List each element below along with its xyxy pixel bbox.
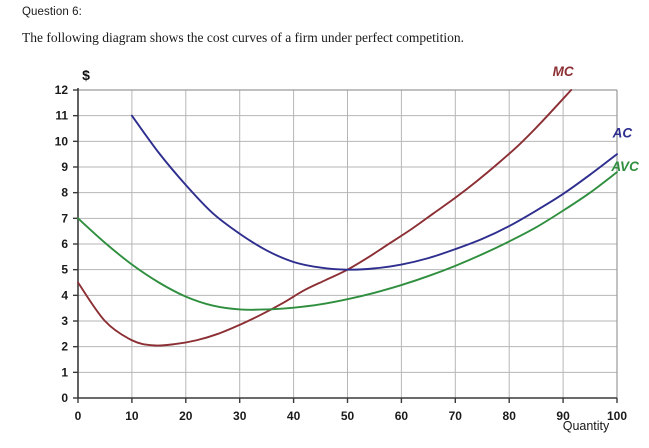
x-tick-label: 10 [125, 409, 139, 423]
y-tick-label: 6 [61, 237, 68, 251]
curve-labels: MC AC AVC [553, 64, 639, 174]
x-tick-label: 40 [287, 409, 301, 423]
curve-mc [77, 89, 573, 347]
x-tick-label: 20 [179, 409, 193, 423]
y-tick-label: 7 [61, 211, 68, 225]
x-tick-label: 60 [395, 409, 409, 423]
y-tick-label: 0 [61, 391, 68, 405]
x-tick-label: 30 [233, 409, 247, 423]
mc-label: MC [553, 64, 574, 79]
y-tick-label: 1 [61, 365, 68, 379]
x-tick-label: 0 [75, 409, 82, 423]
cost-curves [77, 89, 618, 347]
avc-label: AVC [610, 159, 639, 174]
plot-frame [78, 89, 618, 398]
x-tick-label: 50 [341, 409, 355, 423]
x-axis-tick-labels: 0 10 20 30 40 50 60 70 80 90 100 [75, 409, 628, 423]
x-tick-label: 70 [449, 409, 463, 423]
x-tick-label: 90 [556, 409, 570, 423]
x-tick-label: 100 [607, 409, 627, 423]
question-label: Question 6: [22, 6, 82, 18]
curve-avc [77, 171, 618, 311]
question-text: The following diagram shows the cost cur… [22, 30, 464, 45]
y-tick-label: 8 [61, 186, 68, 200]
y-axis-label: $ [82, 67, 90, 83]
cost-curves-chart: 0 1 2 3 4 5 6 7 8 9 10 11 12 0 10 20 30 40 50 60 70 80 90 100 … [0, 55, 649, 448]
x-axis-label: Quantity [563, 419, 610, 433]
y-tick-label: 11 [55, 109, 68, 123]
x-tick-label: 80 [503, 409, 517, 423]
curve-ac [130, 114, 618, 271]
axis-ticks [73, 89, 618, 403]
y-tick-label: 9 [61, 160, 68, 174]
y-tick-label: 10 [55, 134, 69, 148]
y-tick-label: 12 [55, 83, 69, 97]
y-tick-label: 4 [61, 288, 68, 302]
y-tick-label: 3 [61, 314, 68, 328]
y-tick-label: 2 [61, 340, 68, 354]
y-tick-label: 5 [61, 263, 68, 277]
ac-label: AC [612, 125, 633, 140]
